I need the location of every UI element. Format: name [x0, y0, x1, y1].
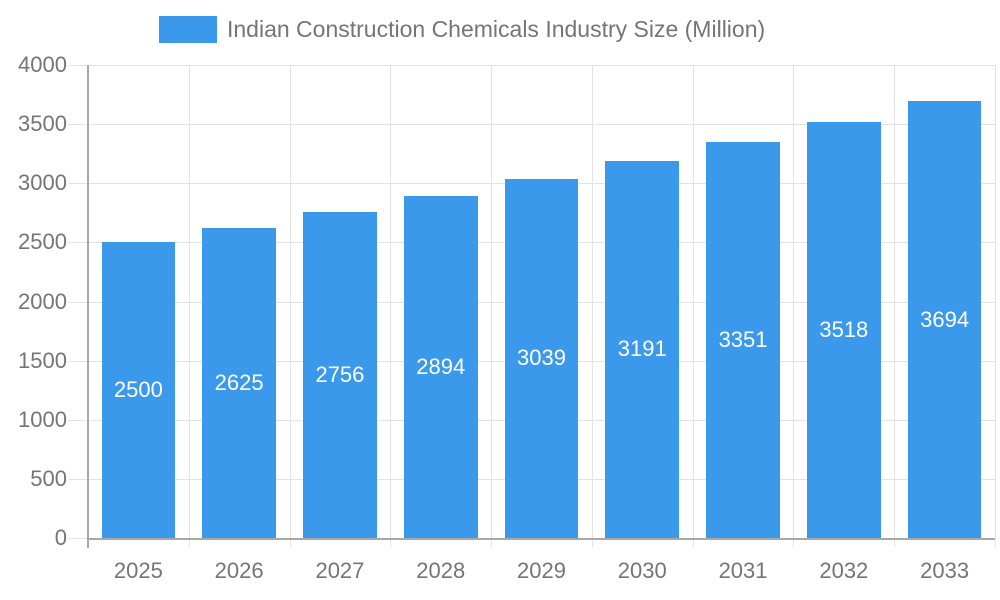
bar-2033[interactable]: [907, 101, 982, 538]
y-axis-tick-label: 4000: [18, 52, 67, 77]
x-gridline: [894, 65, 896, 547]
y-axis-tick-label: 0: [54, 525, 67, 550]
bar-2028[interactable]: [403, 195, 478, 538]
bar-2030[interactable]: [605, 160, 680, 538]
bar-value-label: 2894: [416, 353, 466, 379]
y-gridline: [68, 124, 995, 126]
bar-2025[interactable]: [101, 242, 176, 538]
bar-value-label: 3351: [718, 326, 768, 352]
x-axis-tick-label: 2029: [517, 558, 566, 583]
x-axis-tick-label: 2030: [617, 558, 667, 583]
y-axis-tick-label: 1000: [18, 406, 67, 432]
x-gridline: [793, 65, 795, 547]
x-gridline: [692, 65, 694, 547]
y-axis-tick-label: 1500: [18, 347, 67, 373]
x-gridline: [390, 65, 392, 547]
y-axis-tick-label: 3500: [18, 111, 67, 137]
bar-value-label: 2756: [315, 362, 365, 388]
x-gridline: [491, 65, 493, 547]
y-axis-line: [87, 65, 89, 548]
y-axis-tick-label: 500: [30, 465, 67, 491]
y-axis-tick-label: 3000: [18, 170, 67, 196]
bar-value-label: 3039: [517, 345, 566, 371]
bar-value-label: 2500: [113, 377, 163, 403]
bar-2032[interactable]: [807, 121, 881, 538]
x-axis-tick-label: 2025: [113, 558, 163, 583]
y-axis-tick-label: 2000: [18, 288, 67, 314]
x-gridline: [591, 65, 593, 547]
legend-swatch: [159, 16, 217, 43]
bar-value-label: 3191: [617, 336, 667, 362]
x-axis-tick-label: 2031: [718, 558, 768, 583]
x-axis-tick-label: 2028: [416, 558, 466, 583]
bar-2027[interactable]: [303, 212, 377, 538]
bar-2029[interactable]: [504, 178, 579, 538]
bar-2031[interactable]: [706, 141, 780, 538]
y-gridline: [68, 65, 995, 66]
legend-label: Indian Construction Chemicals Industry S…: [227, 16, 766, 42]
bar-value-label: 3518: [819, 316, 869, 342]
bar-value-label: 2625: [214, 369, 264, 395]
x-gridline: [188, 65, 190, 547]
bar-value-label: 3694: [920, 306, 970, 332]
x-axis-line: [87, 538, 995, 540]
x-gridline: [995, 65, 996, 547]
legend-item[interactable]: Indian Construction Chemicals Industry S…: [159, 16, 765, 43]
x-axis-tick-label: 2026: [214, 558, 264, 583]
bar-2026[interactable]: [202, 227, 276, 538]
y-axis-tick-label: 2500: [18, 229, 67, 255]
x-axis-tick-label: 2027: [315, 558, 365, 583]
x-axis-tick-label: 2033: [920, 558, 970, 583]
x-axis-tick-label: 2032: [819, 558, 869, 583]
x-gridline: [289, 65, 291, 547]
